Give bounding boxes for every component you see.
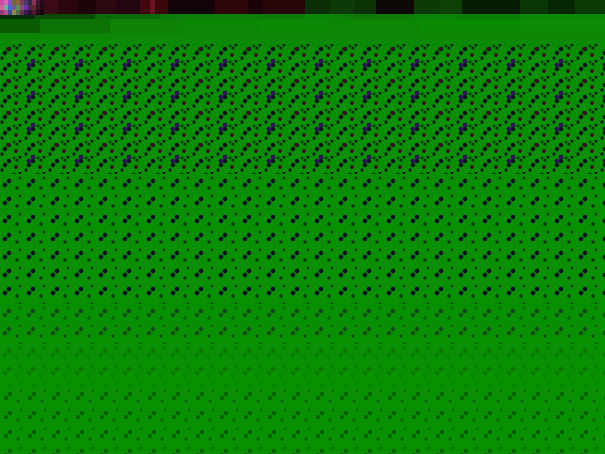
noise-cell [36,10,40,15]
horizon-block [520,0,548,14]
horizon-noise-mosaic [0,0,44,15]
noise-cell [40,10,44,15]
noise-cell [0,0,4,5]
horizon-block [260,19,330,33]
noise-cell [20,10,24,15]
horizon-block [248,0,262,14]
horizon-block [440,0,462,14]
horizon-block [44,0,58,14]
grass-fade-far [0,344,605,386]
horizon-block [215,0,248,14]
horizon-block [155,0,168,14]
horizon-block [140,0,150,14]
horizon-block [305,14,345,19]
noise-cell [24,0,28,5]
horizon-block [520,19,605,33]
noise-cell [16,0,20,5]
horizon-block [420,19,520,33]
noise-cell [40,0,44,5]
horizon-block [455,14,520,19]
noise-cell [12,0,16,5]
horizon-block [160,14,305,19]
horizon-block [0,19,40,33]
noise-cell [4,0,8,5]
horizon-block [520,14,605,19]
noise-cell [32,10,36,15]
grass-dense-accent [0,44,605,174]
noise-cell [12,10,16,15]
horizon-block [262,0,305,14]
noise-cell [4,5,8,10]
noise-cell [0,5,4,10]
horizon-block [414,0,440,14]
noise-cell [28,10,32,15]
noise-cell [32,5,36,10]
noise-cell [16,10,20,15]
noise-cell [20,5,24,10]
horizon-block [330,19,420,33]
noise-cell [36,5,40,10]
noise-cell [4,10,8,15]
horizon-block [78,0,96,14]
horizon-block [58,0,78,14]
horizon-block [35,14,95,19]
noise-cell [12,5,16,10]
horizon-strip-mid [0,14,605,19]
horizon-block [345,14,415,19]
horizon-block [180,19,260,33]
horizon-block [548,0,575,14]
horizon-block [575,0,605,14]
grass-medium [0,174,605,304]
horizon-block [116,0,140,14]
horizon-block [305,0,330,14]
grass-bottom [0,386,605,454]
horizon-block [376,0,414,14]
noise-cell [0,10,4,15]
horizon-block [168,0,215,14]
noise-cell [40,5,44,10]
horizon-strip-near [0,19,605,33]
noise-cell [8,5,12,10]
noise-cell [8,10,12,15]
horizon-block [415,14,455,19]
noise-cell [24,5,28,10]
noise-cell [8,0,12,5]
noise-cell [24,10,28,15]
horizon-block [0,14,35,19]
horizon-block [355,0,376,14]
horizon-block [462,0,520,14]
noise-cell [20,0,24,5]
noise-cell [16,5,20,10]
horizon-block [96,0,116,14]
horizon-strip-far [0,0,605,14]
noise-cell [28,0,32,5]
horizon-block [95,14,160,19]
horizon-block [150,0,155,14]
horizon-block [330,0,355,14]
horizon-block [40,19,110,33]
noise-cell [32,0,36,5]
grass-fade-near [0,304,605,344]
noise-cell [36,0,40,5]
noise-cell [28,5,32,10]
horizon-block [110,19,180,33]
